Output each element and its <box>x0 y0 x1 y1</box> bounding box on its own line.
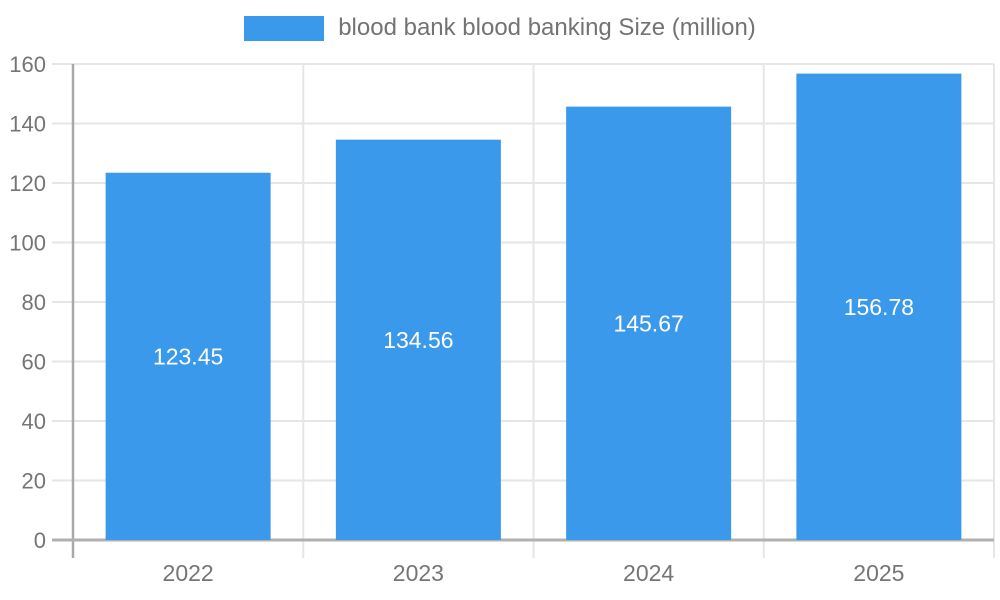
x-tick-label: 2024 <box>623 560 674 586</box>
bar-value-label: 123.45 <box>153 343 223 369</box>
y-tick-label: 120 <box>9 171 46 196</box>
bar-2023[interactable] <box>335 139 501 540</box>
bar-value-label: 134.56 <box>383 327 453 353</box>
y-tick-label: 80 <box>22 290 46 315</box>
legend-item[interactable]: blood bank blood banking Size (million) <box>244 14 756 42</box>
bar-2022[interactable] <box>105 172 271 540</box>
bar-value-label: 156.78 <box>844 294 914 320</box>
y-tick-label: 40 <box>22 409 46 434</box>
y-tick-label: 160 <box>9 52 46 77</box>
bar-2025[interactable] <box>796 73 962 540</box>
y-tick-label: 60 <box>22 350 46 375</box>
legend-swatch <box>244 15 325 41</box>
legend: blood bank blood banking Size (million) <box>0 14 1000 42</box>
legend-label: blood bank blood banking Size (million) <box>338 14 756 41</box>
bar-2024[interactable] <box>566 106 732 541</box>
y-tick-label: 20 <box>22 469 46 494</box>
y-tick-label: 140 <box>9 112 46 137</box>
bar-value-label: 145.67 <box>613 310 683 336</box>
y-tick-label: 100 <box>9 231 46 256</box>
x-tick-label: 2025 <box>853 560 904 586</box>
y-tick-label: 0 <box>34 528 46 553</box>
x-tick-label: 2022 <box>163 560 214 586</box>
x-tick-label: 2023 <box>393 560 444 586</box>
